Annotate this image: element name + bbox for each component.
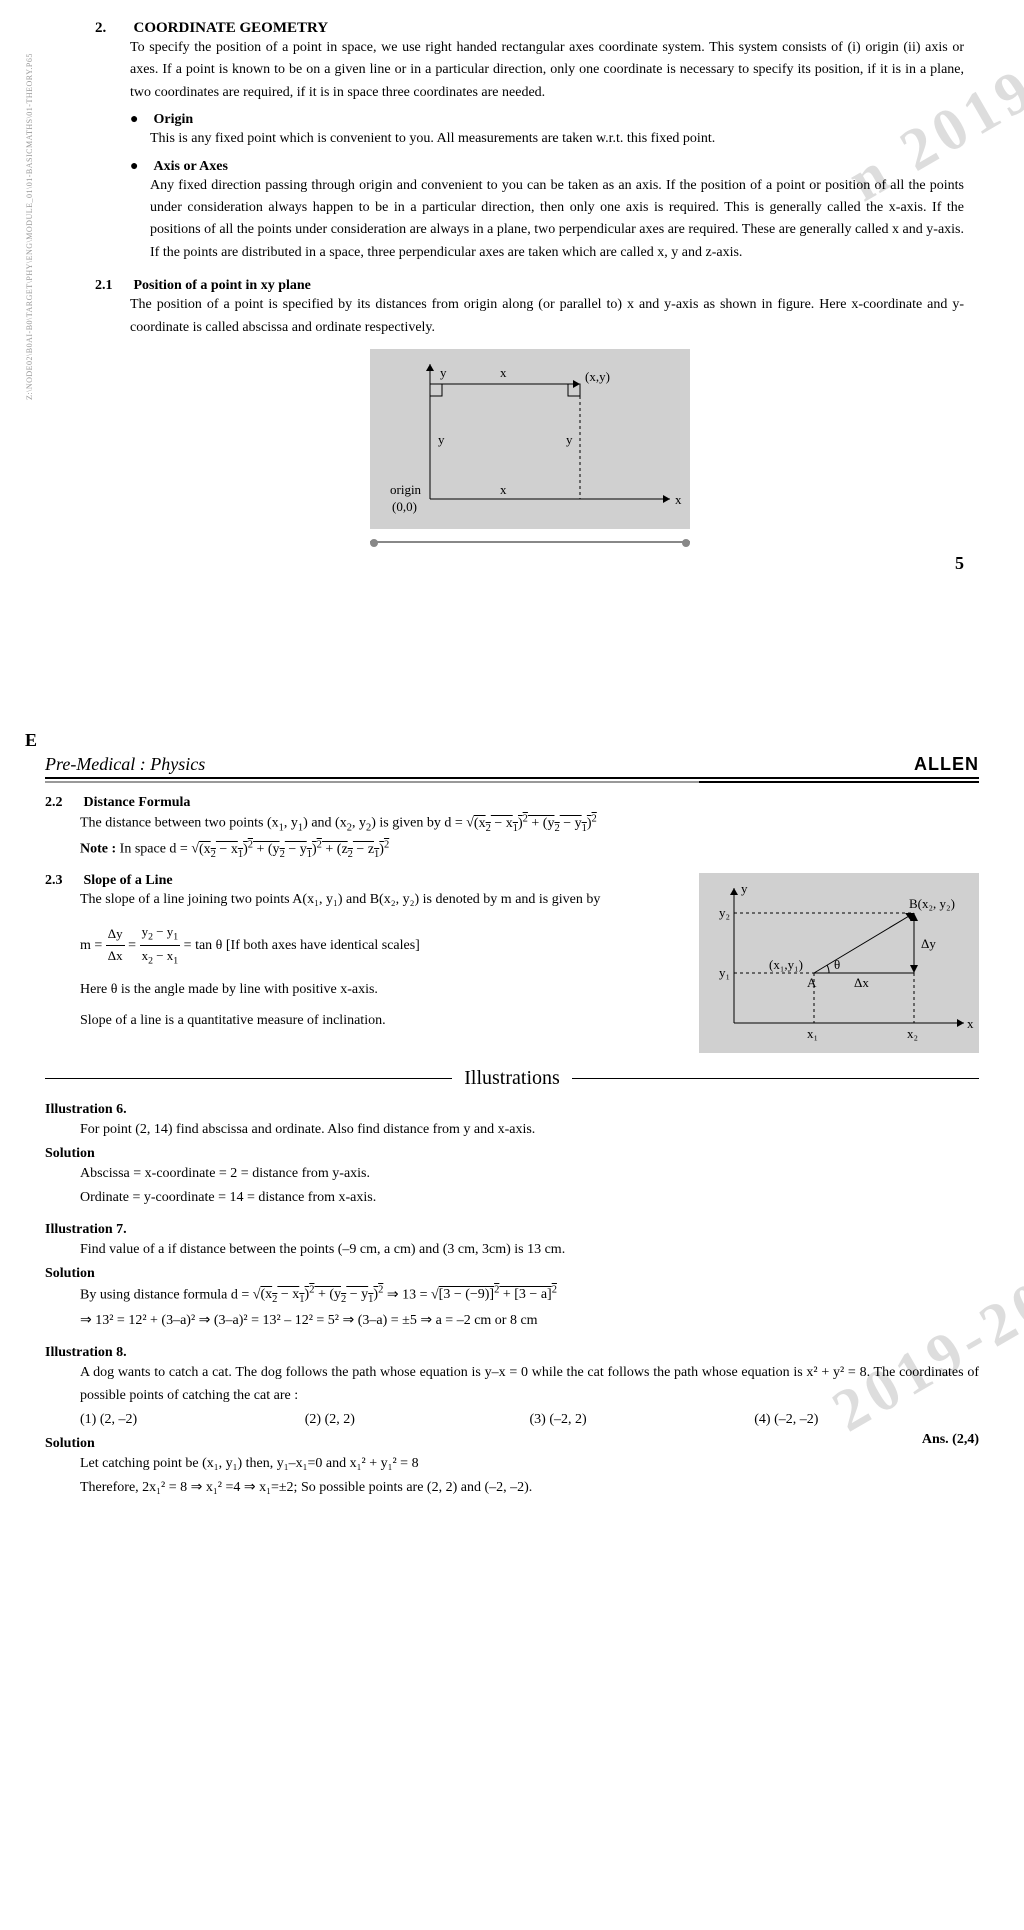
illustration-8: Illustration 8. A dog wants to catch a c… [45,1345,979,1500]
svg-text:B(x₂, y₂): B(x₂, y₂) [909,896,955,911]
svg-text:A: A [807,975,817,990]
solution-label: Solution [45,1146,979,1162]
section-2: 2. COORDINATE GEOMETRY To specify the po… [95,20,964,104]
svg-text:x₂: x₂ [907,1026,918,1041]
solution-line: ⇒ 13² = 12² + (3–a)² ⇒ (3–a)² = 13² – 12… [80,1309,979,1333]
bullet-origin: ● Origin This is any fixed point which i… [130,112,964,150]
svg-text:Δx: Δx [854,975,869,990]
y-axis-label: y [440,365,447,380]
illustration-question: A dog wants to catch a cat. The dog foll… [80,1361,979,1409]
solution-line: Let catching point be (x₁, y₁) then, y₁–… [80,1452,979,1476]
bullet-icon: ● [130,159,150,175]
option-2: (2) (2, 2) [305,1412,530,1428]
illustrations-divider: Illustrations [45,1067,979,1090]
solution-label: Solution [45,1266,979,1282]
section-number: 2. [95,20,130,37]
subsection-body: The position of a point is specified by … [130,294,964,339]
svg-text:y₂: y₂ [719,905,730,920]
option-1: (1) (2, –2) [80,1412,305,1428]
solution-line: Abscissa = x-coordinate = 2 = distance f… [80,1162,979,1186]
page-number: 5 [95,553,964,574]
svg-text:x: x [967,1016,974,1031]
y-right-label: y [566,432,573,447]
svg-text:x₁: x₁ [807,1026,818,1041]
slider-decoration [370,539,690,545]
origin-text-label: origin [390,482,422,497]
header-subject: Pre-Medical : Physics [45,754,205,775]
distance-formula-text: The distance between two points (x1, y1)… [80,811,979,837]
solution-label: Solution [45,1436,95,1452]
section-intro: To specify the position of a point in sp… [130,37,964,104]
origin-coord-label: (0,0) [392,499,417,514]
subsection-2-2: 2.2 Distance Formula The distance betwee… [45,795,979,864]
page-2: 2019-20 Pre-Medical : Physics ALLEN 2.2 … [0,734,1024,1540]
axis-heading: Axis or Axes [154,159,228,174]
illustration-7: Illustration 7. Find value of a if dista… [45,1222,979,1333]
solution-row: Solution Ans. (2,4) [45,1432,979,1452]
svg-text:Δy: Δy [921,936,936,951]
subsection-2-1: 2.1 Position of a point in xy plane The … [95,278,964,339]
page-header: Pre-Medical : Physics ALLEN [45,754,979,779]
answer-label: Ans. (2,4) [922,1432,979,1452]
svg-text:(x₁,y₁): (x₁,y₁) [769,957,803,972]
file-path-vertical: Z:\NODE02\B0AI-B0\TARGET\PHY\ENG\MODULE_… [25,53,34,400]
svg-text:y: y [741,881,748,896]
x-axis-label: x [675,492,682,507]
bullet-axis: ● Axis or Axes Any fixed direction passi… [130,159,964,265]
svg-text:y₁: y₁ [719,965,730,980]
header-brand: ALLEN [914,754,979,775]
distance-formula-note: Note : In space d = √(x2 − x1)2 + (y2 − … [80,837,979,863]
illustration-title: Illustration 8. [45,1345,979,1361]
axis-text: Any fixed direction passing through orig… [150,175,964,265]
solution-line: By using distance formula d = √(x2 − x1)… [80,1282,979,1309]
point-xy-label: (x,y) [585,369,610,384]
illustration-title: Illustration 7. [45,1222,979,1238]
subsection-title: Distance Formula [84,795,191,810]
figure-slope: y x B(x₂, y₂) (x₁,y₁) A θ Δx Δy x₁ x₂ y₁… [699,873,979,1053]
subsection-title: Position of a point in xy plane [134,278,311,293]
illustration-question: For point (2, 14) find abscissa and ordi… [80,1118,979,1142]
header-underline [45,781,979,783]
page-1: n 2019 Z:\NODE02\B0AI-B0\TARGET\PHY\ENG\… [0,0,1024,614]
options-row: (1) (2, –2) (2) (2, 2) (3) (–2, 2) (4) (… [80,1412,979,1428]
option-3: (3) (–2, 2) [530,1412,755,1428]
illustrations-label: Illustrations [452,1067,572,1090]
figure-xy-plane: y x (x,y) y y x x origin (0,0) [370,349,690,529]
solution-line: Therefore, 2x₁² = 8 ⇒ x₁² =4 ⇒ x₁=±2; So… [80,1476,979,1500]
illustration-title: Illustration 6. [45,1102,979,1118]
y-left-label: y [438,432,445,447]
subsection-number: 2.3 [45,873,80,889]
option-4: (4) (–2, –2) [754,1412,979,1428]
origin-heading: Origin [154,112,194,127]
subsection-number: 2.2 [45,795,80,811]
x-bottom-label: x [500,482,507,497]
illustration-question: Find value of a if distance between the … [80,1238,979,1262]
x-top-label: x [500,365,507,380]
bullet-icon: ● [130,112,150,128]
svg-text:θ: θ [834,957,840,972]
subsection-2-3: y x B(x₂, y₂) (x₁,y₁) A θ Δx Δy x₁ x₂ y₁… [45,873,979,1053]
illustration-6: Illustration 6. For point (2, 14) find a… [45,1102,979,1209]
solution-line: Ordinate = y-coordinate = 14 = distance … [80,1186,979,1210]
subsection-number: 2.1 [95,278,130,294]
origin-text: This is any fixed point which is conveni… [150,128,964,150]
section-title: COORDINATE GEOMETRY [134,20,329,36]
slope-intro: The slope of a line joining two points A… [80,889,679,911]
subsection-title: Slope of a Line [84,873,173,888]
